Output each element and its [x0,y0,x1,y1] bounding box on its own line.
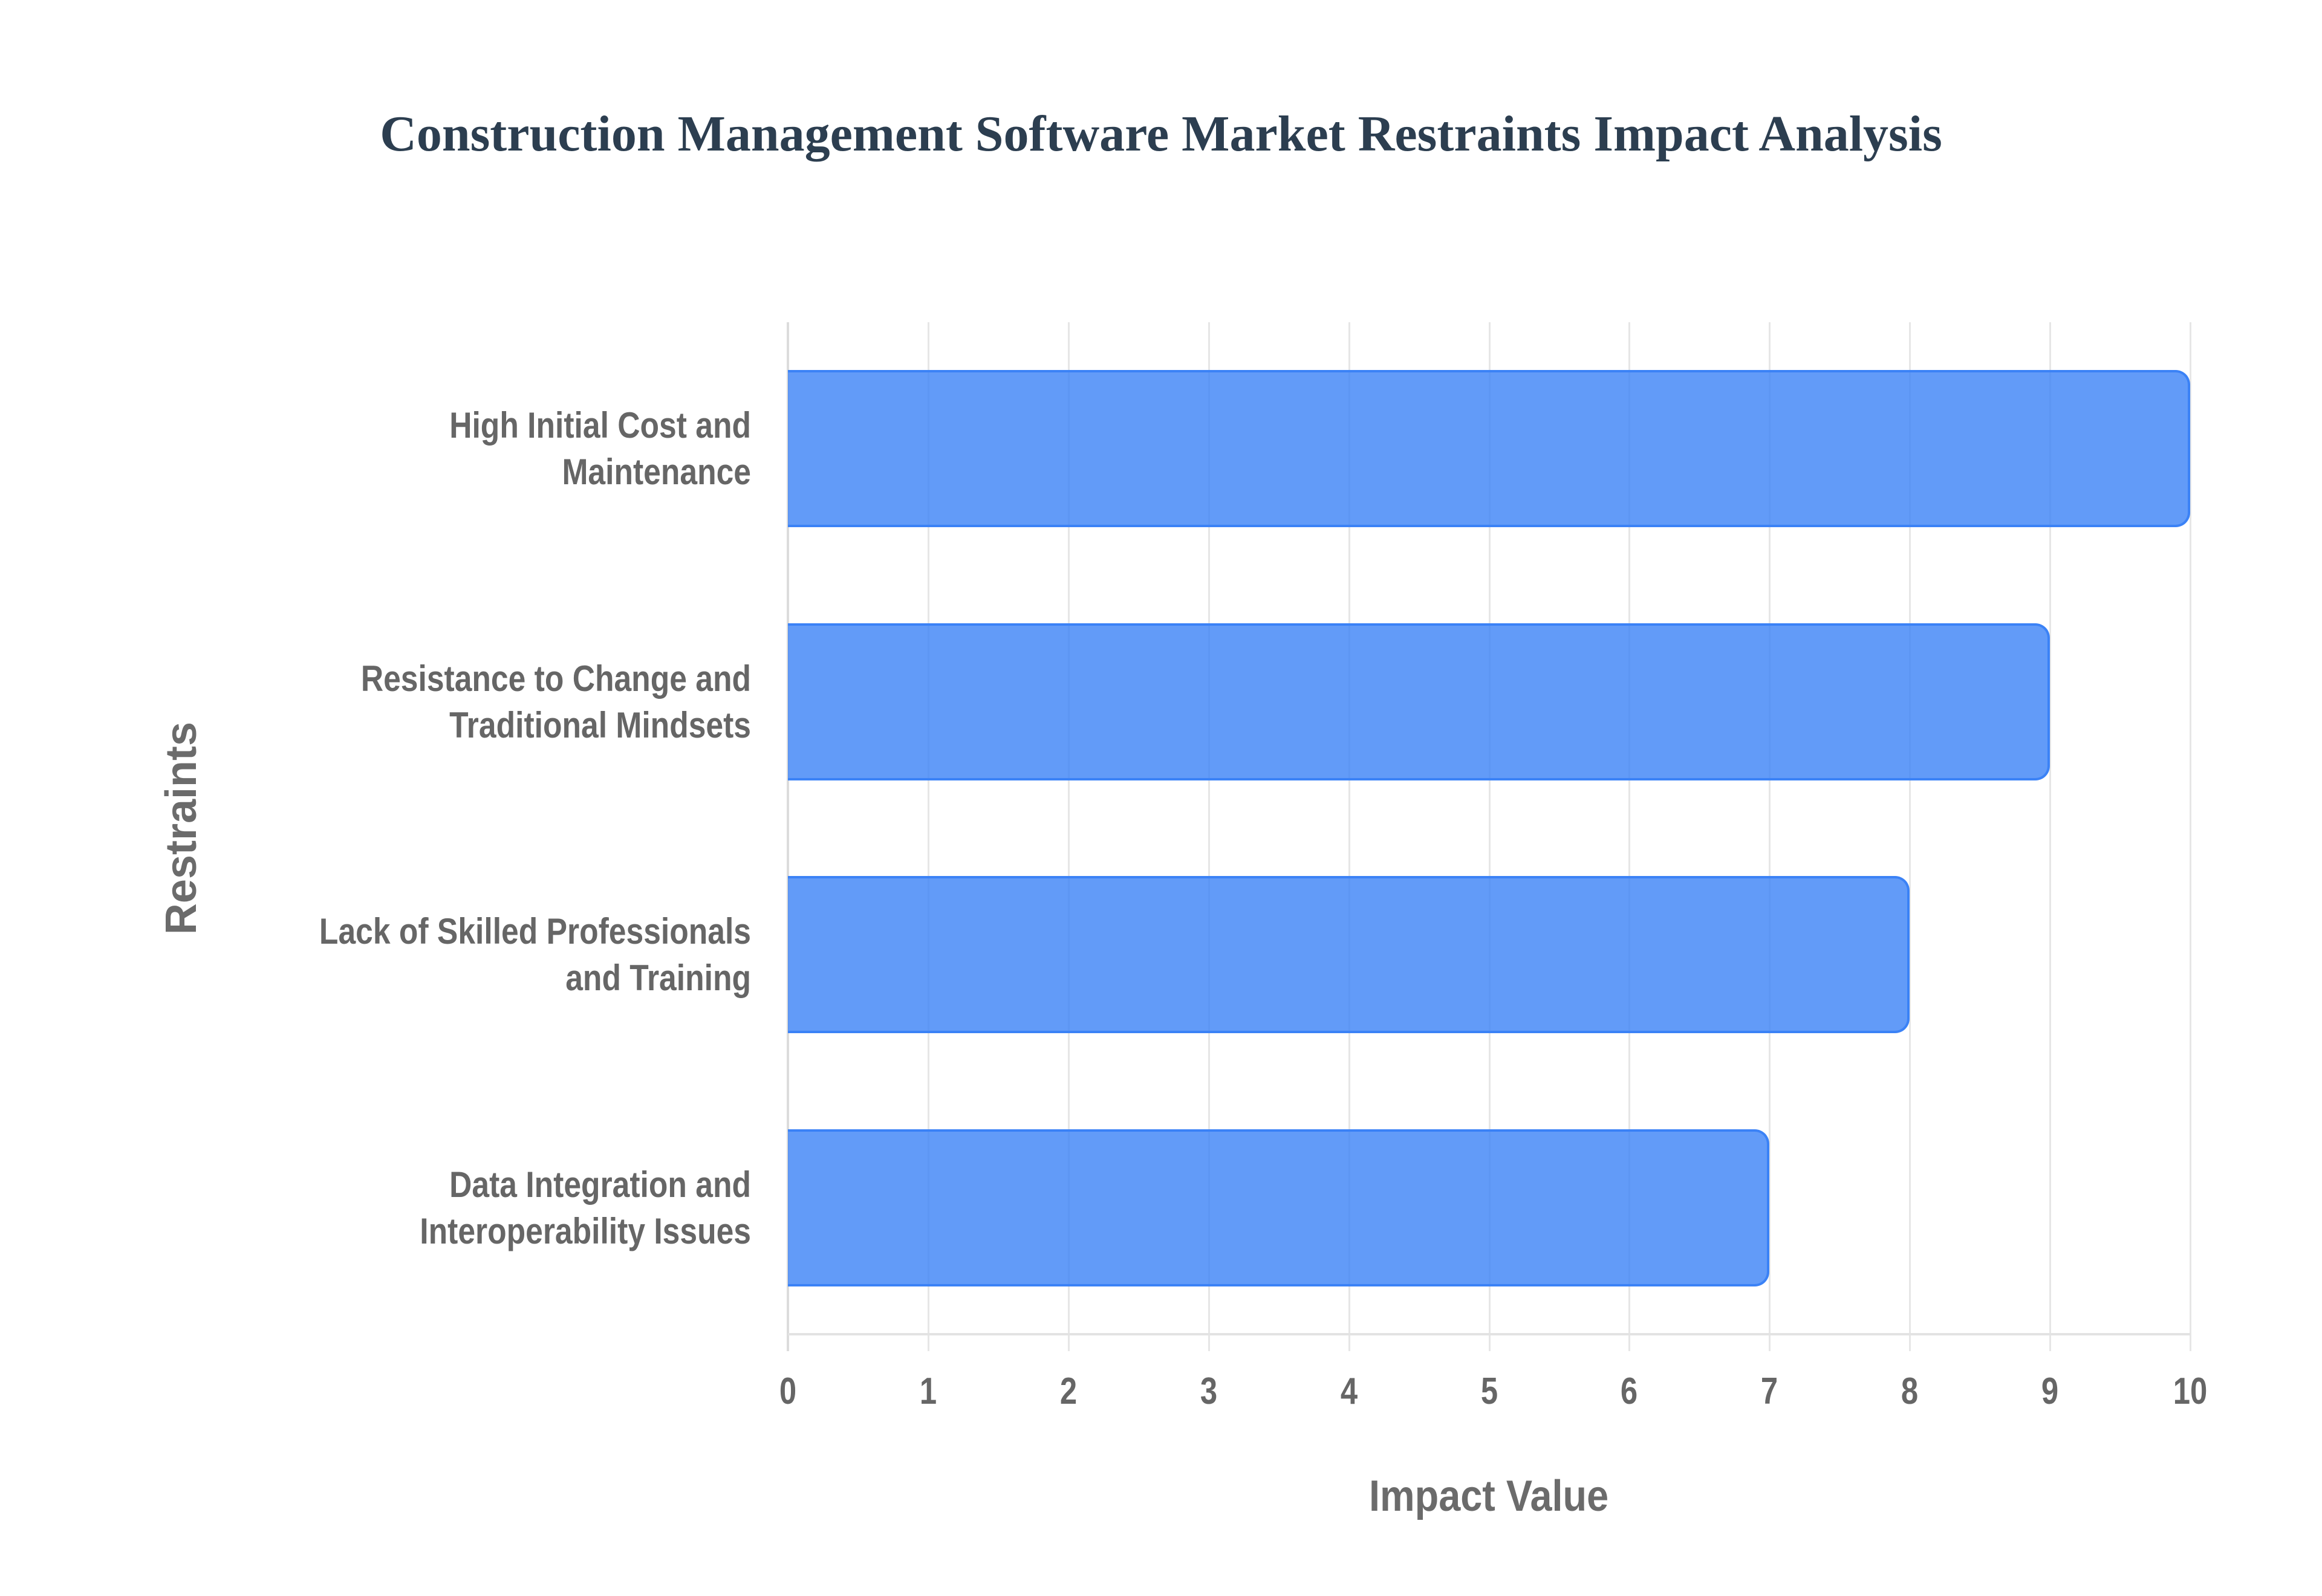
x-axis-tick-label: 10 [2173,1371,2208,1412]
gridline [1909,322,1911,1351]
category-label-line: High Initial Cost and [449,405,751,446]
chart-title: Construction Management Software Market … [380,106,1942,162]
x-axis-tick-label: 4 [1340,1371,1358,1412]
gridline [1488,322,1491,1351]
x-axis-tick-label: 2 [1059,1371,1077,1412]
x-axis-tick-label: 8 [1901,1371,1919,1412]
bar[interactable] [788,623,2050,780]
x-axis-tick-label: 6 [1621,1371,1638,1412]
category-label-line: Data Integration and [449,1164,751,1205]
category-label-line: Traditional Mindsets [449,704,751,745]
gridline [927,322,929,1351]
category-label-line: Interoperability Issues [420,1210,751,1251]
y-axis-line [787,322,789,1351]
y-axis-category-label: Data Integration and Interoperability Iss… [231,1161,751,1254]
gridline [1067,322,1070,1351]
gridline [1208,322,1210,1351]
x-axis-tick-label: 3 [1200,1371,1217,1412]
gridline [2190,322,2191,1351]
x-axis-line [788,1333,2190,1335]
plot-area [787,322,2191,1351]
bar[interactable] [788,370,2190,528]
x-axis-tick-label: 9 [2041,1371,2059,1412]
x-axis-tick-label: 5 [1480,1371,1498,1412]
x-axis-title-text: Impact Value [1369,1472,1609,1520]
x-axis-tick-label: 0 [779,1371,797,1412]
bar[interactable] [788,876,1910,1034]
x-axis-tick-label: 1 [919,1371,937,1412]
y-axis-category-label: Resistance to Change and Traditional Mind… [231,655,751,748]
bar[interactable] [788,1129,1770,1286]
category-label-line: Maintenance [562,452,751,493]
gridline [1348,322,1350,1351]
y-axis-category-label: Lack of Skilled Professionals and Trainin… [231,908,751,1001]
gridline [1628,322,1631,1351]
x-axis-title: Impact Value [788,1469,2190,1523]
y-axis-category-label: High Initial Cost and Maintenance [231,402,751,495]
gridline [2049,322,2052,1351]
x-axis-tick-label: 7 [1761,1371,1778,1412]
y-axis-title: Restraints [157,721,206,935]
category-label-line: Resistance to Change and [360,658,751,699]
category-label-line: Lack of Skilled Professionals [319,911,751,952]
gridline [1769,322,1771,1351]
category-label-line: and Training [565,958,751,999]
